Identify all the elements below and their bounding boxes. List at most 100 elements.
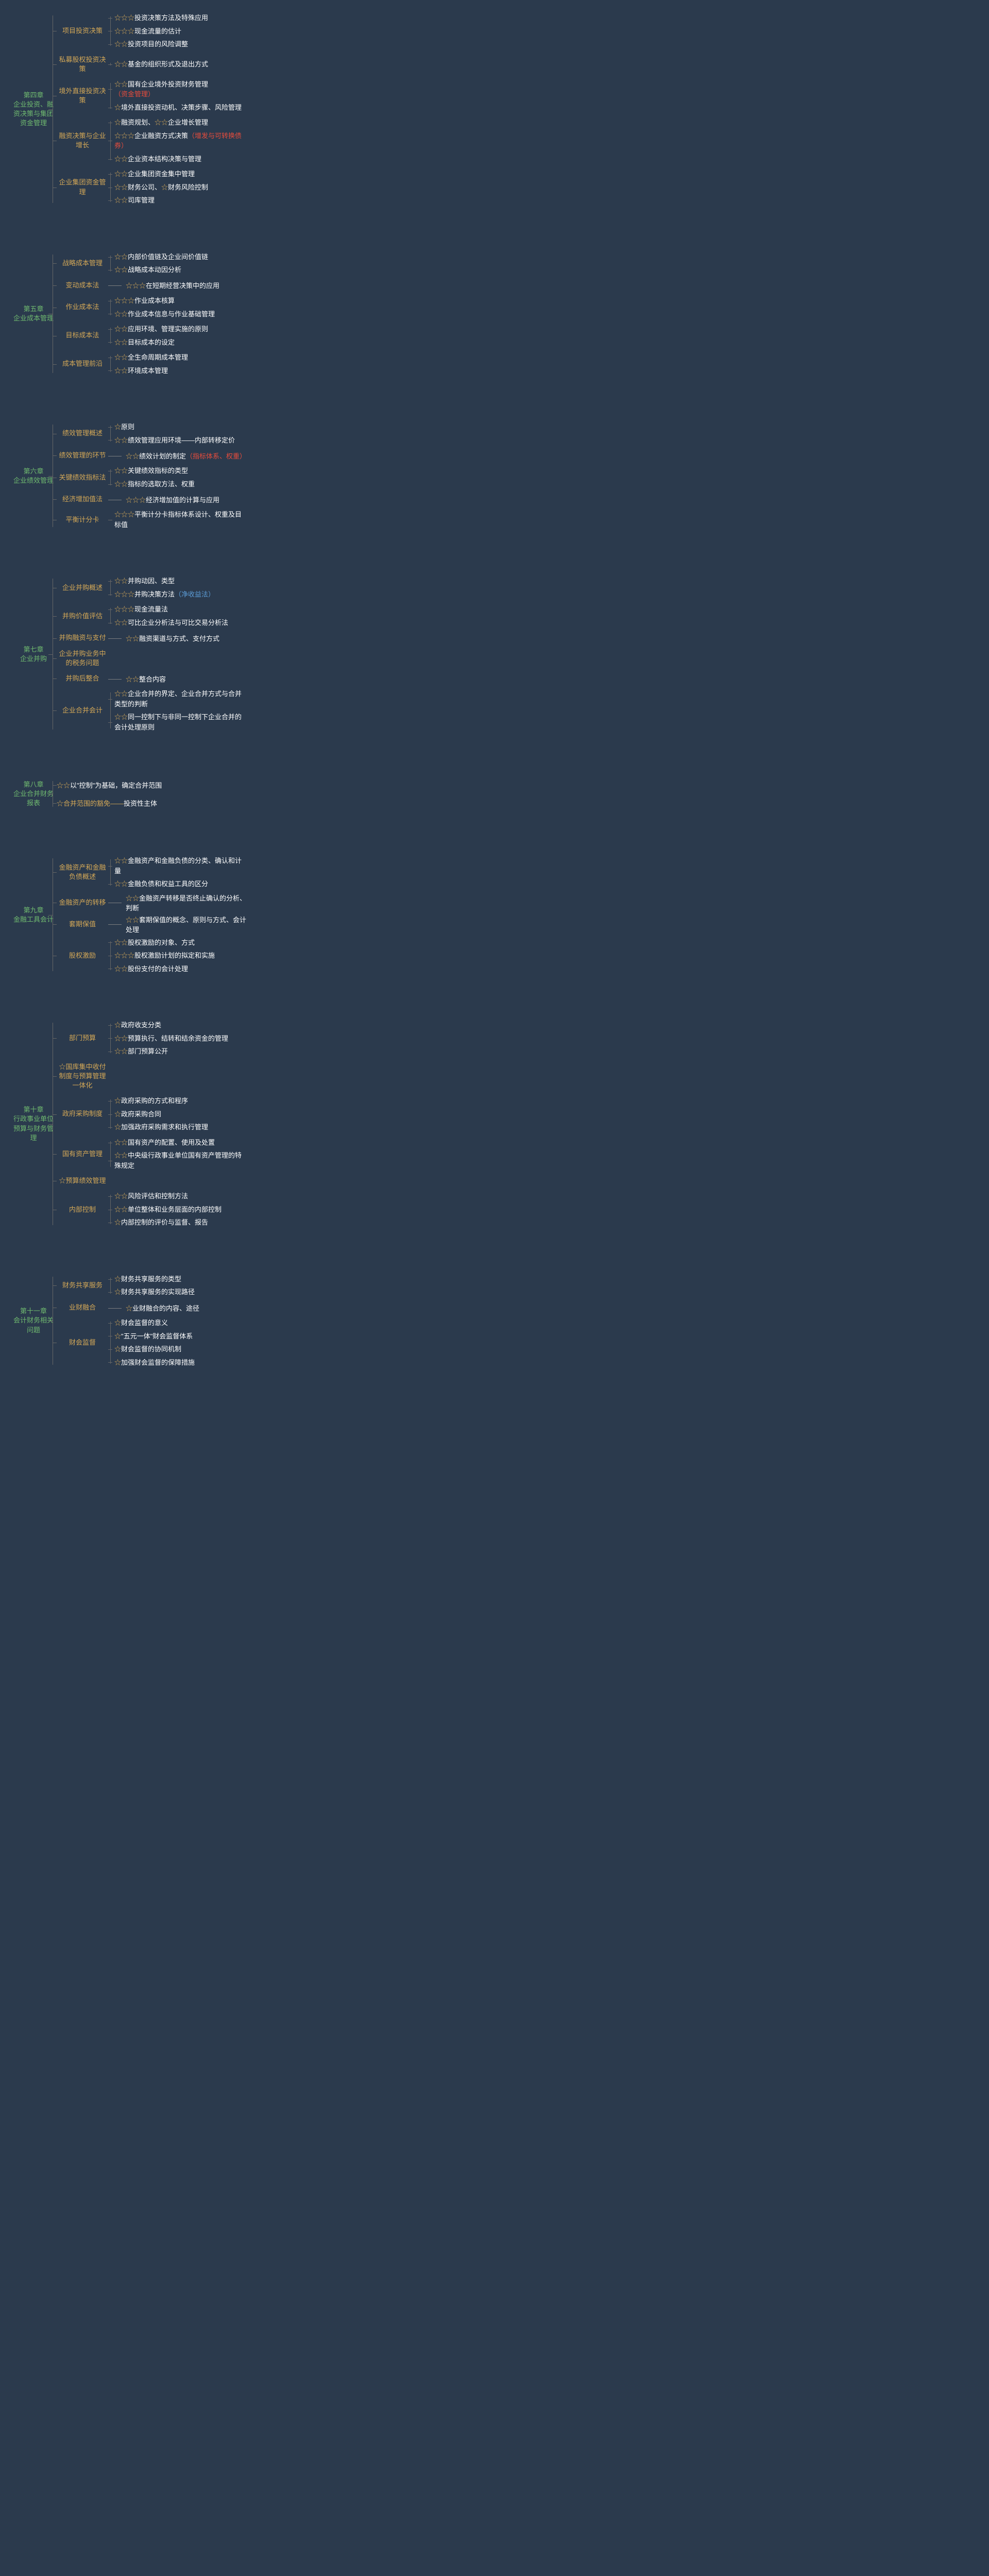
- tree-leaf-item: ☆☆☆现金流量法: [108, 603, 228, 616]
- section-title: 金融资产的转移: [57, 896, 108, 909]
- star-rating: ☆☆: [114, 80, 128, 88]
- star-rating: ☆☆: [114, 713, 128, 721]
- star-rating: ☆☆: [114, 965, 128, 973]
- star-rating: ☆☆☆: [126, 282, 146, 290]
- star-rating: ☆☆☆: [114, 132, 134, 140]
- items: ☆政府收支分类☆☆预算执行、结转和结余资金的管理☆☆部门预算公开: [108, 1019, 228, 1058]
- sections: 项目投资决策☆☆☆投资决策方法及特殊应用☆☆☆现金流量的估计☆☆投资项目的风险调…: [57, 10, 247, 208]
- star-rating: ☆☆: [114, 253, 128, 261]
- item-text: 股份支付的会计处理: [128, 965, 188, 973]
- star-rating: ☆: [126, 1304, 132, 1312]
- section-title: 股权激励: [57, 949, 108, 962]
- section: 绩效管理概述☆原则☆☆绩效管理应用环境——内部转移定价: [57, 420, 247, 447]
- section: 金融资产的转移——☆☆金融资产转移是否终止确认的分析、判断: [57, 893, 247, 912]
- section: 部门预算☆政府收支分类☆☆预算执行、结转和结余资金的管理☆☆部门预算公开: [57, 1019, 247, 1058]
- chapter: 第八章企业合并财务报表☆☆以"控制"为基础，确定合并范围☆合并范围的豁免——投资…: [10, 776, 247, 812]
- item-text: 基金的组织形式及退出方式: [128, 60, 208, 68]
- tree-leaf-item: ☆☆关键绩效指标的类型: [108, 464, 195, 478]
- tree-leaf-item: ☆☆☆企业融资方式决策（增发与可转换债券）: [108, 129, 247, 152]
- star-rating: ☆☆: [114, 1151, 128, 1159]
- item-text: 企业合并的界定、企业合并方式与合并类型的判断: [114, 690, 242, 708]
- star-rating: ☆☆: [114, 170, 128, 178]
- tree-leaf-item: ☆加强政府采购需求和执行管理: [108, 1121, 208, 1134]
- star-rating: ☆☆☆: [114, 27, 134, 35]
- star-rating: ☆☆: [114, 577, 128, 585]
- items: ☆☆并购动因、类型☆☆☆并购决策方法（净收益法）: [108, 574, 215, 601]
- section: ☆国库集中收付制度与预算管理一体化: [57, 1060, 247, 1093]
- chapter: 第九章金融工具会计金融资产和金融负债概述☆☆金融资产和金融负债的分类、确认和计量…: [10, 853, 247, 976]
- star-rating: ☆☆: [114, 196, 128, 204]
- star-rating: ☆☆☆: [114, 297, 134, 304]
- chapter: 第五章企业成本管理战略成本管理☆☆内部价值链及企业间价值链☆☆战略成本动因分析变…: [10, 249, 247, 378]
- tree-leaf-item: ☆"五元一体"财会监督体系: [108, 1330, 195, 1343]
- tree-leaf-item: ☆☆财务公司、☆财务风险控制: [108, 181, 208, 194]
- inline-item: ☆☆融资渠道与方式、支付方式: [122, 633, 219, 643]
- item-text: 企业集团资金集中管理: [128, 170, 195, 178]
- section-title: 企业合并会计: [57, 704, 108, 717]
- tree-leaf-item: ☆☆☆作业成本核算: [108, 294, 215, 308]
- items: ☆☆关键绩效指标的类型☆☆指标的选取方法、权重: [108, 464, 195, 490]
- highlight-blue: （净收益法）: [175, 590, 215, 598]
- star-rating: ☆☆: [126, 452, 139, 460]
- section: 境外直接投资决策☆☆国有企业境外投资财务管理（资金管理）☆境外直接投资动机、决策…: [57, 78, 247, 114]
- star-rating: ☆: [114, 1275, 121, 1283]
- section-title: 项目投资决策: [57, 24, 108, 38]
- items: ☆☆全生命周期成本管理☆☆环境成本管理: [108, 351, 188, 377]
- item-text: 财会监督的意义: [121, 1319, 168, 1327]
- tree-leaf-item: ☆财会监督的协同机制: [108, 1343, 195, 1356]
- items: ☆☆股权激励的对象、方式☆☆☆股权激励计划的拟定和实施☆☆股份支付的会计处理: [108, 936, 215, 976]
- tree-leaf-item: ☆政府采购的方式和程序: [108, 1094, 208, 1108]
- star-rating: ☆☆☆: [126, 496, 146, 504]
- item-text: 境外直接投资动机、决策步骤、风险管理: [121, 104, 242, 111]
- star-rating: ☆: [59, 1063, 65, 1071]
- tree-leaf-item: ☆☆部门预算公开: [108, 1045, 228, 1058]
- star-rating: ☆☆: [114, 480, 128, 488]
- tree-leaf-item: ☆☆投资项目的风险调整: [108, 38, 208, 51]
- tree-leaf-item: ☆☆可比企业分析法与可比交易分析法: [108, 616, 228, 630]
- item-text: 财务共享服务的实现路径: [121, 1288, 195, 1296]
- star-rating: ☆: [114, 1345, 121, 1353]
- section: 国有资产管理☆☆国有资产的配置、使用及处置☆☆中央级行政事业单位国有资产管理的特…: [57, 1136, 247, 1173]
- item-text: 并购动因、类型: [128, 577, 175, 585]
- mindmap-root: 第四章企业投资、融资决策与集团资金管理项目投资决策☆☆☆投资决策方法及特殊应用☆…: [10, 10, 247, 1370]
- sections: ☆☆以"控制"为基础，确定合并范围☆合并范围的豁免——投资性主体: [57, 776, 162, 812]
- tree-leaf-item: ☆☆指标的选取方法、权重: [108, 478, 195, 491]
- item-text: 同一控制下与非同一控制下企业合并的会计处理原则: [114, 713, 242, 731]
- tree-leaf-item: ☆原则: [108, 420, 235, 434]
- section-title: ☆预算绩效管理: [57, 1174, 108, 1188]
- star-rating: ☆☆: [114, 367, 128, 375]
- section: 金融资产和金融负债概述☆☆金融资产和金融负债的分类、确认和计量☆☆金融负债和权益…: [57, 854, 247, 891]
- section-title: 内部控制: [57, 1203, 108, 1216]
- item-text: 作业成本核算: [134, 297, 175, 304]
- items: ☆☆应用环境、管理实施的原则☆☆目标成本的设定: [108, 323, 208, 349]
- section-title: 作业成本法: [57, 300, 108, 314]
- star-rating: ☆☆: [114, 1035, 128, 1042]
- section-flat: ☆☆以"控制"为基础，确定合并范围: [57, 777, 162, 793]
- section-title: ☆国库集中收付制度与预算管理一体化: [57, 1060, 108, 1093]
- tree-leaf-item: ☆内部控制的评价与监督、报告: [108, 1216, 221, 1229]
- item-text: 目标成本的设定: [128, 338, 175, 346]
- tree-leaf-item: ☆☆金融资产和金融负债的分类、确认和计量: [108, 854, 247, 877]
- section-title: 部门预算: [57, 1031, 108, 1045]
- star-rating: ☆: [114, 118, 121, 126]
- star-rating: ☆☆: [114, 155, 128, 163]
- section: 经济增加值法——☆☆☆经济增加值的计算与应用: [57, 493, 247, 506]
- tree-leaf-item: ☆财务共享服务的类型: [108, 1273, 195, 1286]
- section: 企业合并会计☆☆企业合并的界定、企业合并方式与合并类型的判断☆☆同一控制下与非同…: [57, 687, 247, 734]
- star-rating: ☆: [114, 1097, 121, 1105]
- star-rating: ☆☆: [114, 325, 128, 333]
- sections: 部门预算☆政府收支分类☆☆预算执行、结转和结余资金的管理☆☆部门预算公开☆国库集…: [57, 1018, 247, 1230]
- tree-leaf-item: ☆☆基金的组织形式及退出方式: [108, 58, 208, 71]
- item-text: 关键绩效指标的类型: [128, 467, 188, 474]
- tree-leaf-item: ☆☆目标成本的设定: [108, 336, 208, 349]
- star-rating: ☆☆: [126, 894, 139, 902]
- star-rating: ☆: [114, 1332, 121, 1340]
- section: 并购后整合——☆☆整合内容: [57, 672, 247, 685]
- star-rating: ☆: [114, 1110, 121, 1118]
- section-title: 经济增加值法: [57, 493, 108, 506]
- item-text: 绩效管理应用环境——内部转移定价: [128, 436, 235, 444]
- item-text: 金融负债和权益工具的区分: [128, 880, 208, 888]
- tree-leaf-item: ☆☆绩效管理应用环境——内部转移定价: [108, 434, 235, 447]
- item-text: 可比企业分析法与可比交易分析法: [128, 619, 228, 626]
- section: 项目投资决策☆☆☆投资决策方法及特殊应用☆☆☆现金流量的估计☆☆投资项目的风险调…: [57, 11, 247, 51]
